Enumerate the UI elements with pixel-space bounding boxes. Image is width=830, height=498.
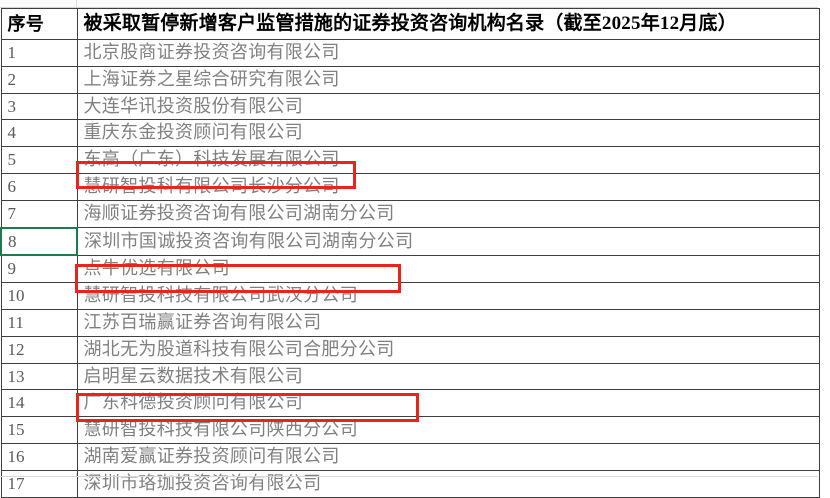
row-name[interactable]: 深圳市国诚投资咨询有限公司湖南分公司 [76, 227, 820, 256]
row-name[interactable]: 上海证券之星综合研究有限公司 [76, 65, 820, 94]
row-name[interactable]: 大连华讯投资股份有限公司 [76, 92, 820, 121]
row-index[interactable]: 2 [0, 65, 78, 94]
row-index[interactable]: 16 [0, 442, 78, 471]
table-row[interactable]: 2 上海证券之星综合研究有限公司 [0, 65, 820, 94]
table-row[interactable]: 7 海顺证券投资咨询有限公司湖南分公司 [0, 199, 820, 229]
row-name[interactable]: 慧研智投科技有限公司陕西分公司 [76, 416, 820, 444]
table-row[interactable]: 5 东高（广东）科技发展有限公司 [0, 146, 820, 174]
row-index[interactable]: 10 [0, 282, 78, 310]
table-row[interactable]: 16 湖南爱赢证券投资顾问有限公司 [0, 442, 820, 471]
row-index[interactable]: 15 [0, 416, 78, 444]
header-name: 被采取暂停新增客户监管措施的证券投资咨询机构名录（截至2025年12月底） [76, 8, 820, 40]
clipped-row-above-header [0, 0, 818, 8]
table-body: 序号 被采取暂停新增客户监管措施的证券投资咨询机构名录（截至2025年12月底）… [0, 8, 820, 498]
table-header-row: 序号 被采取暂停新增客户监管措施的证券投资咨询机构名录（截至2025年12月底） [0, 8, 820, 40]
row-index[interactable]: 17 [0, 469, 78, 498]
table-row[interactable]: 9 点牛优选有限公司 [0, 254, 820, 284]
row-index[interactable]: 9 [0, 254, 78, 284]
row-name[interactable]: 海顺证券投资咨询有限公司湖南分公司 [76, 199, 820, 229]
row-index[interactable]: 11 [0, 308, 78, 337]
row-name[interactable]: 东高（广东）科技发展有限公司 [76, 146, 820, 174]
row-name[interactable]: 深圳市珞珈投资咨询有限公司 [76, 469, 820, 498]
row-index[interactable]: 3 [0, 92, 78, 121]
bottom-gridline [0, 473, 818, 477]
table-row[interactable]: 15 慧研智投科技有限公司陕西分公司 [0, 416, 820, 444]
table-row[interactable]: 8 深圳市国诚投资咨询有限公司湖南分公司 [0, 226, 820, 257]
row-name[interactable]: 江苏百瑞赢证券咨询有限公司 [76, 308, 820, 337]
row-index[interactable]: 14 [0, 389, 78, 418]
table-row[interactable]: 3 大连华讯投资股份有限公司 [0, 92, 820, 121]
row-index[interactable]: 6 [0, 172, 78, 201]
table-row[interactable]: 11 江苏百瑞赢证券咨询有限公司 [0, 308, 820, 337]
table-row[interactable]: 4 重庆东金投资顾问有限公司 [0, 119, 820, 148]
row-index[interactable]: 12 [0, 335, 78, 364]
row-name[interactable]: 重庆东金投资顾问有限公司 [76, 119, 820, 148]
row-index[interactable]: 7 [0, 199, 78, 229]
table-row[interactable]: 6 慧研智投科有限公司长沙分公司 [0, 172, 820, 201]
row-index[interactable]: 5 [0, 146, 78, 174]
table-row[interactable]: 12 湖北无为股道科技有限公司合肥分公司 [0, 335, 820, 364]
row-index[interactable]: 4 [0, 119, 78, 148]
row-name[interactable]: 启明星云数据技术有限公司 [76, 362, 820, 391]
row-name[interactable]: 湖北无为股道科技有限公司合肥分公司 [76, 335, 820, 364]
row-name[interactable]: 广东科德投资顾问有限公司 [76, 389, 820, 418]
table-row[interactable]: 1 北京股商证券投资咨询有限公司 [0, 39, 820, 67]
header-index: 序号 [0, 8, 78, 40]
row-name[interactable]: 慧研智投科技有限公司武汉分公司 [76, 282, 820, 310]
row-name[interactable]: 北京股商证券投资咨询有限公司 [76, 39, 820, 67]
table-row[interactable]: 14 广东科德投资顾问有限公司 [0, 389, 820, 418]
table-row[interactable]: 13 启明星云数据技术有限公司 [0, 362, 820, 391]
institutions-table: 序号 被采取暂停新增客户监管措施的证券投资咨询机构名录（截至2025年12月底）… [0, 8, 820, 498]
row-index[interactable]: 1 [0, 39, 78, 67]
row-name[interactable]: 湖南爱赢证券投资顾问有限公司 [76, 442, 820, 471]
selected-cell[interactable]: 8 [0, 226, 78, 257]
table-row[interactable]: 10 慧研智投科技有限公司武汉分公司 [0, 282, 820, 310]
row-index[interactable]: 13 [0, 362, 78, 391]
row-name[interactable]: 点牛优选有限公司 [76, 254, 820, 284]
row-name[interactable]: 慧研智投科有限公司长沙分公司 [76, 172, 820, 201]
table-row[interactable]: 17 深圳市珞珈投资咨询有限公司 [0, 469, 820, 498]
